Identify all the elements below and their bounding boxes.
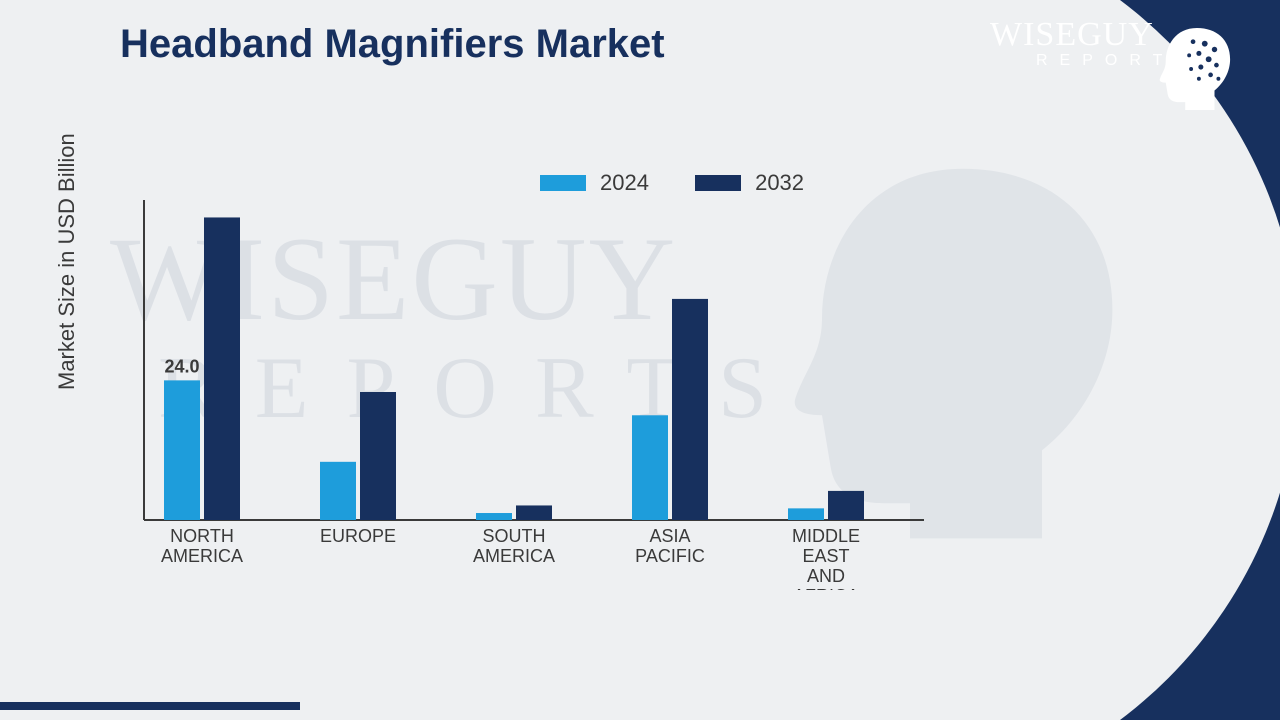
bar-2024-3 xyxy=(632,415,668,520)
bar-2032-4 xyxy=(828,491,864,520)
y-axis-label: Market Size in USD Billion xyxy=(54,133,80,390)
value-label-0-0: 24.0 xyxy=(164,356,199,376)
head-icon xyxy=(1156,26,1234,112)
bar-2024-4 xyxy=(788,508,824,520)
logo-word-1: WISE xyxy=(990,16,1077,53)
legend-swatch-1 xyxy=(695,175,741,191)
bar-2032-1 xyxy=(360,392,396,520)
category-label-2: SOUTHAMERICA xyxy=(473,526,555,566)
bar-2024-0 xyxy=(164,380,200,520)
bar-2032-2 xyxy=(516,505,552,520)
category-label-3: ASIAPACIFIC xyxy=(635,526,705,566)
footer-accent-bar xyxy=(0,702,300,710)
bar-2024-1 xyxy=(320,462,356,520)
bar-2024-2 xyxy=(476,513,512,520)
legend-swatch-0 xyxy=(540,175,586,191)
bar-chart: NORTHAMERICA EUROPE SOUTHAMERICA ASIAPACIFI… xyxy=(100,190,940,590)
logo-word-2: GUY xyxy=(1077,16,1154,53)
chart-title: Headband Magnifiers Market xyxy=(120,22,665,67)
bar-2032-3 xyxy=(672,299,708,520)
category-label-0: NORTHAMERICA xyxy=(161,526,243,566)
category-label-1: EUROPE xyxy=(320,526,396,546)
stage: Headband Magnifiers Market WISEGUY REPOR… xyxy=(0,0,1280,720)
bar-2032-0 xyxy=(204,217,240,520)
brand-logo: WISEGUY REPORTS xyxy=(990,16,1250,70)
category-label-4: MIDDLEEASTANDAFRICA xyxy=(792,526,860,590)
